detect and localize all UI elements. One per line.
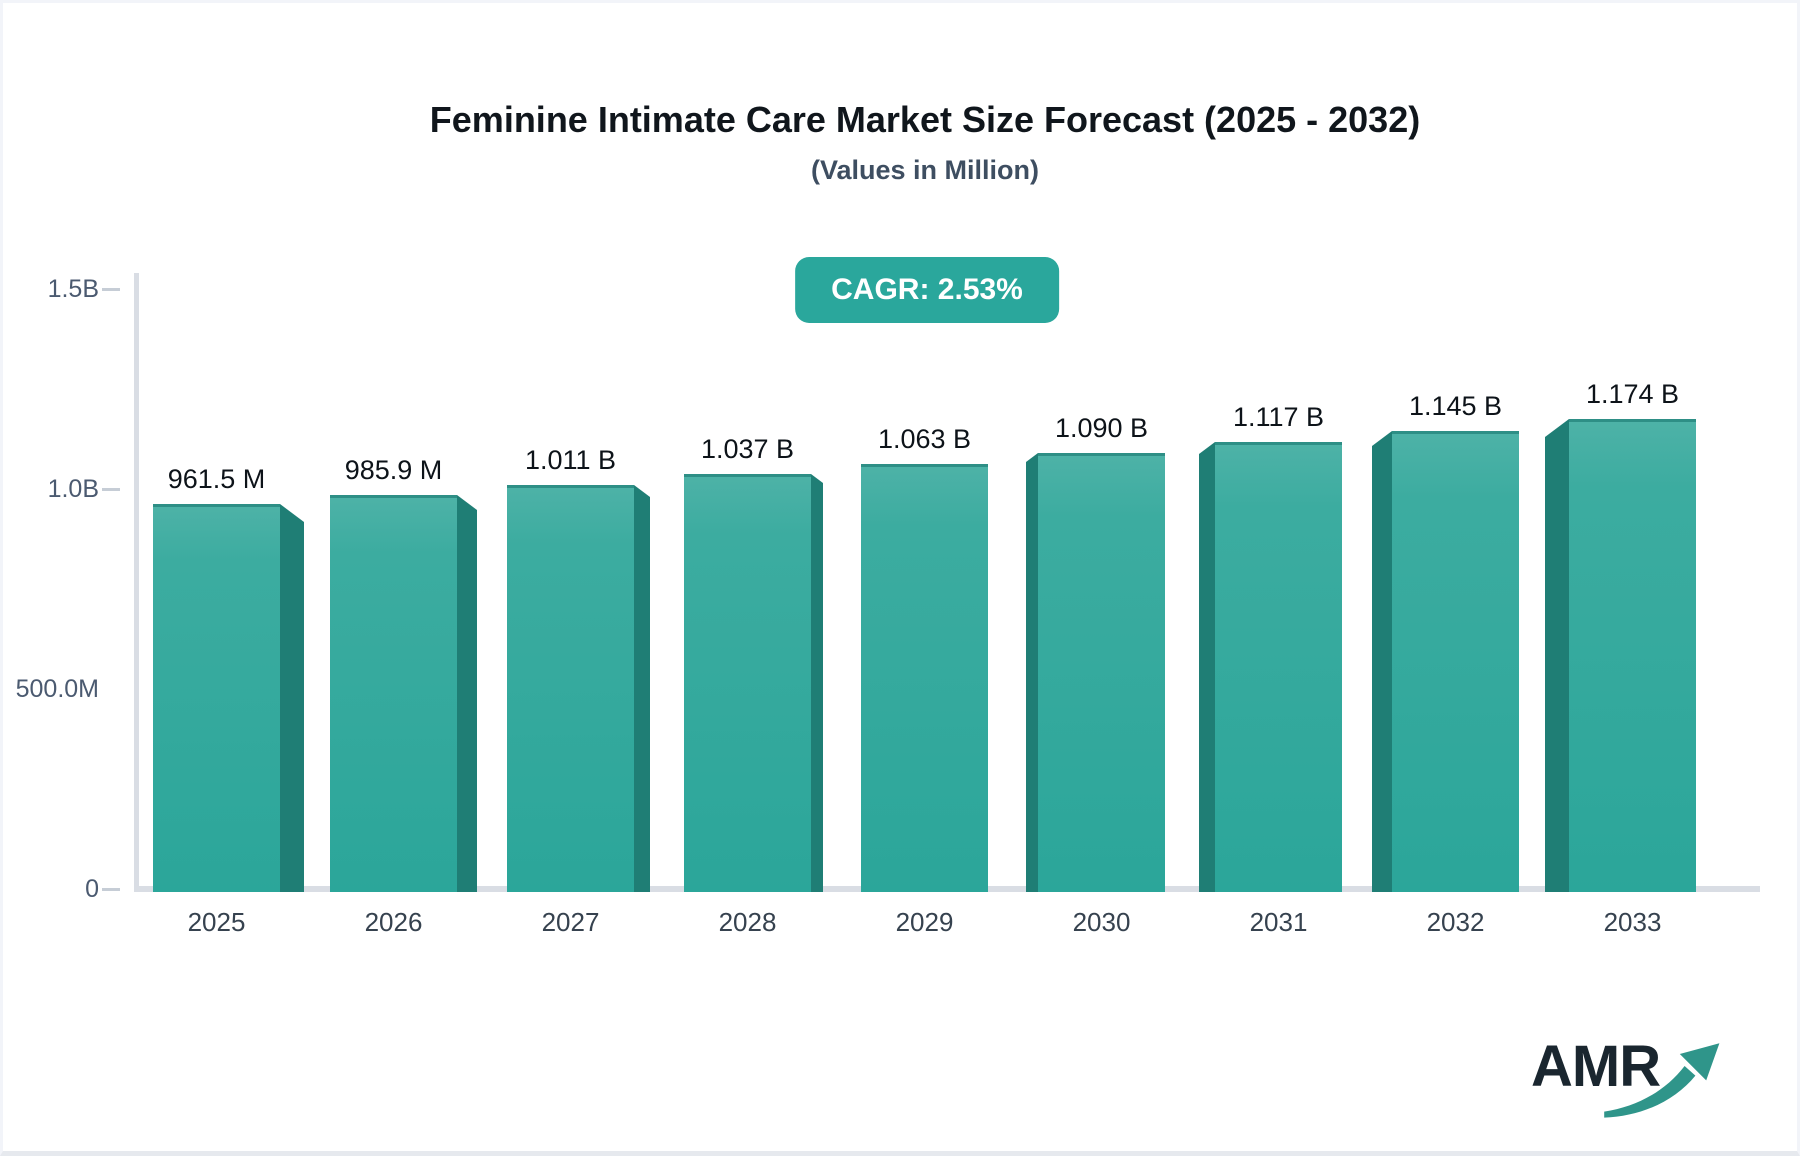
bar-value-label-2025: 961.5 M <box>167 464 266 494</box>
x-axis-label-2025: 2025 <box>187 907 246 937</box>
bar-side-2026 <box>457 495 477 892</box>
y-axis-label-0: 0 <box>85 875 99 903</box>
bar-side-2032 <box>1372 431 1392 892</box>
y-axis-label-500.0M: 500.0M <box>15 675 99 703</box>
bar-side-2027 <box>634 485 650 892</box>
x-axis-label-2026: 2026 <box>364 907 423 937</box>
bar-2029 <box>861 464 988 892</box>
logo-text: AMR <box>1531 1034 1661 1099</box>
bar-value-label-2031: 1.117 B <box>1232 402 1325 432</box>
bar-side-2031 <box>1199 442 1215 892</box>
y-axis-tick <box>102 287 120 291</box>
page-title: Feminine Intimate Care Market Size Forec… <box>429 99 1421 140</box>
cagr-badge: CAGR: 2.53% <box>795 257 1059 323</box>
x-axis-label-2027: 2027 <box>541 907 600 937</box>
page-subtitle: (Values in Million) <box>810 155 1040 185</box>
y-axis-tick <box>102 487 120 491</box>
y-axis-label-1.5B: 1.5B <box>47 275 99 303</box>
bar-2027 <box>507 485 634 892</box>
chart-header: Feminine Intimate Care Market Size Forec… <box>3 3 1797 186</box>
bar-2028 <box>684 474 811 892</box>
bar-2025 <box>153 504 280 892</box>
bar-side-2030 <box>1026 453 1038 892</box>
bar-value-label-2028: 1.037 B <box>700 434 795 464</box>
y-axis-tick <box>102 887 120 891</box>
bar-value-label-2030: 1.090 B <box>1054 413 1149 443</box>
x-axis-label-2033: 2033 <box>1603 907 1662 937</box>
bar-value-label-2026: 985.9 M <box>344 455 443 485</box>
y-axis-label-1.0B: 1.0B <box>47 475 99 503</box>
bar-side-2025 <box>280 504 304 892</box>
x-axis-label-2028: 2028 <box>718 907 777 937</box>
bar-value-label-2033: 1.174 B <box>1585 379 1680 409</box>
bar-2032 <box>1392 431 1519 892</box>
x-axis-label-2029: 2029 <box>895 907 954 937</box>
bar-value-label-2032: 1.145 B <box>1408 391 1503 421</box>
x-axis-label-2030: 2030 <box>1072 907 1131 937</box>
bar-side-2033 <box>1545 419 1569 892</box>
bar-value-label-2027: 1.011 B <box>524 445 617 475</box>
bar-2031 <box>1215 442 1342 892</box>
bar-2030 <box>1038 453 1165 892</box>
bar-chart: 1.5B 1.0B 500.0M 0 961.5 M 2025 985.9 M 2026 1.0… <box>3 3 1797 1151</box>
amr-logo: AMR <box>1531 1033 1721 1119</box>
bar-value-label-2029: 1.063 B <box>877 424 972 454</box>
bar-2033 <box>1569 419 1696 892</box>
x-axis-label-2032: 2032 <box>1426 907 1485 937</box>
x-axis-label-2031: 2031 <box>1249 907 1308 937</box>
bar-2026 <box>330 495 457 892</box>
y-axis <box>134 273 139 892</box>
growth-arrow-icon <box>1604 1043 1720 1118</box>
bar-side-2028 <box>811 474 823 892</box>
